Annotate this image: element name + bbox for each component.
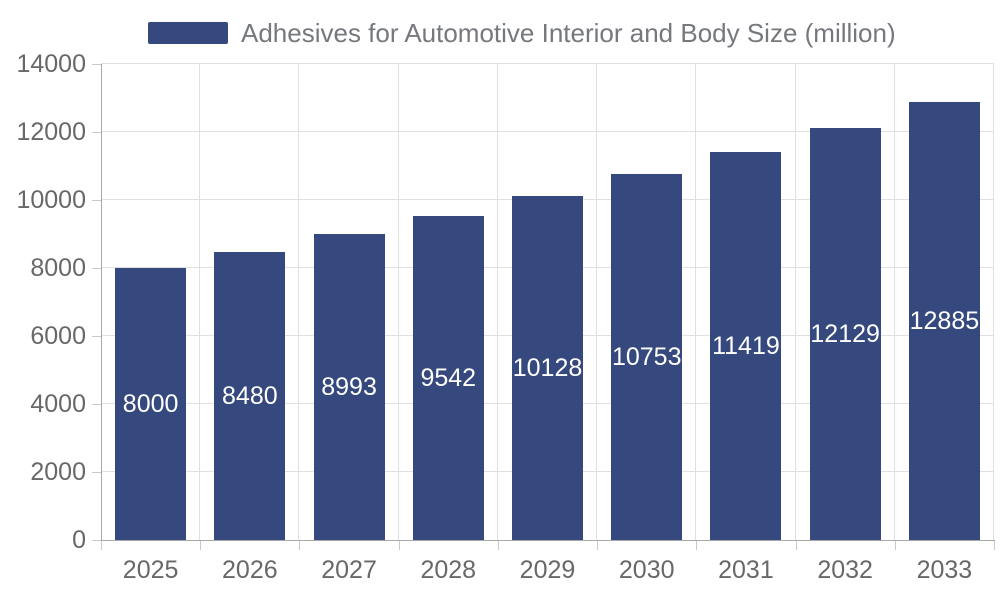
bar [809,127,881,540]
legend[interactable]: Adhesives for Automotive Interior and Bo… [148,18,896,48]
bar-value-label: 10753 [611,343,682,372]
x-tick-mark [795,541,797,550]
x-tick-mark [398,541,400,550]
y-tick-label: 12000 [16,118,86,146]
h-gridline [101,131,994,132]
y-tick-mark [92,472,101,473]
v-gridline [596,64,598,540]
v-gridline [496,64,498,540]
y-tick-mark [92,200,101,201]
x-tick-mark [200,541,202,550]
x-tick-mark [101,541,102,550]
bar [214,251,286,540]
y-tick-label: 6000 [30,322,86,350]
x-tick-label: 2028 [420,556,477,584]
plot-area: 8000 8480 8993 9542 10128 10753 11419 12129 1288… [101,63,994,540]
bar [115,268,187,540]
x-tick-mark [696,541,698,550]
y-tick-mark [92,540,101,541]
x-tick-mark [497,541,499,550]
bar [313,234,385,540]
bar-value-label: 8000 [122,390,179,418]
bar-value-label: 8480 [222,381,278,410]
x-tick-mark [299,541,301,550]
x-tick-label: 2032 [817,556,873,584]
bar-value-label: 12129 [810,319,880,348]
bar [512,195,583,540]
y-tick-mark [92,404,101,405]
x-axis-line [101,540,995,541]
v-gridline [199,64,201,540]
y-tick-label: 8000 [30,254,86,282]
y-tick-label: 0 [72,526,86,554]
bar [611,174,683,540]
y-tick-mark [92,132,101,133]
bar-value-label: 10128 [512,353,583,382]
y-tick-mark [92,336,101,337]
x-tick-mark [597,541,599,550]
v-gridline [893,64,895,540]
x-tick-label: 2025 [122,556,179,584]
legend-label: Adhesives for Automotive Interior and Bo… [241,18,896,48]
legend-swatch-icon [148,22,228,44]
x-tick-label: 2031 [718,556,774,584]
y-tick-label: 4000 [30,390,86,418]
x-tick-label: 2029 [519,556,576,584]
bar-value-label: 9542 [420,363,477,392]
x-tick-label: 2026 [222,556,278,584]
y-tick-label: 10000 [16,186,86,214]
v-gridline [695,64,697,540]
bar [710,151,782,540]
bar-value-label: 8993 [321,373,377,402]
h-gridline [101,63,994,64]
y-tick-mark [92,64,101,65]
x-tick-mark [894,541,896,550]
y-tick-label: 2000 [30,458,86,486]
x-tick-label: 2030 [618,556,675,584]
bar [908,101,980,540]
y-axis-line [101,64,102,540]
x-tick-label: 2027 [321,556,377,584]
y-tick-mark [92,268,101,269]
x-tick-mark [994,541,995,550]
bar [412,215,484,540]
bar-value-label: 11419 [712,331,780,360]
v-gridline [298,64,300,540]
v-gridline [993,64,994,540]
bar-value-label: 12885 [909,306,980,335]
x-tick-label: 2033 [916,556,973,584]
v-gridline [794,64,796,540]
y-tick-label: 14000 [16,50,86,78]
v-gridline [397,64,399,540]
